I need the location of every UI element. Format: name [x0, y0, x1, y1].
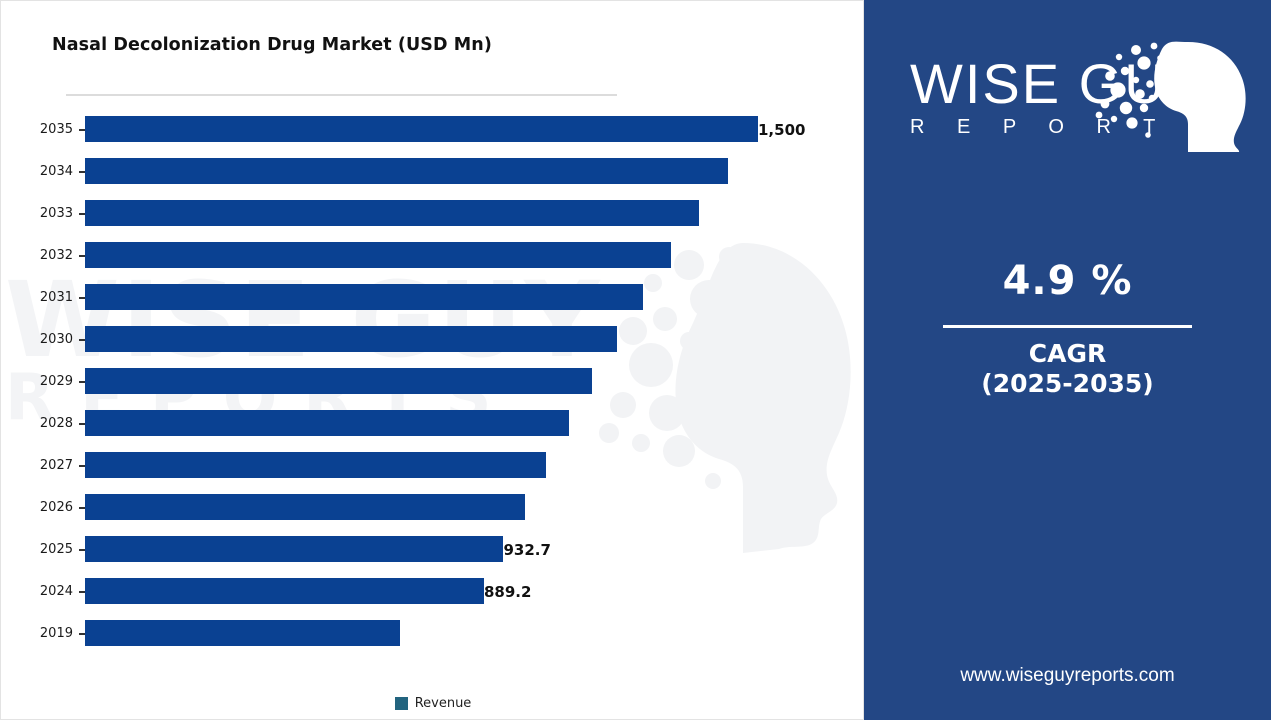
logo-head-icon — [1095, 41, 1246, 152]
bar-revenue-2032[interactable] — [85, 242, 671, 268]
bar-row: 2033 — [1, 193, 863, 235]
cagr-period: (2025-2035) — [981, 368, 1154, 398]
y-axis-tick-label: 2030 — [39, 332, 73, 347]
y-axis-tick-mark — [79, 297, 85, 299]
brand-panel: WISE GUY R E P O R T S — [864, 0, 1271, 720]
y-axis-tick-mark — [79, 213, 85, 215]
company-logo: WISE GUY R E P O R T S — [864, 38, 1271, 154]
y-axis-tick-label: 2024 — [39, 584, 73, 599]
y-axis-tick-mark — [79, 423, 85, 425]
y-axis-tick-label: 2032 — [39, 248, 73, 263]
cagr-label-block: CAGR (2025-2035) — [864, 339, 1271, 398]
y-axis-tick-label: 2025 — [39, 542, 73, 557]
bar-value-label-2025: 932.7 — [503, 541, 551, 559]
title-divider — [66, 94, 617, 96]
bar-value-label-2024: 889.2 — [483, 583, 532, 601]
y-axis-tick-label: 2035 — [39, 122, 73, 137]
bar-row: 2024 889.2 — [1, 571, 863, 613]
cagr-label: CAGR — [1028, 339, 1107, 368]
y-axis-tick-label: 2031 — [39, 290, 73, 305]
y-axis-tick-label: 2028 — [39, 416, 73, 431]
bar-revenue-2028[interactable] — [85, 410, 569, 436]
chart-title: Nasal Decolonization Drug Market (USD Mn… — [52, 35, 492, 55]
bar-revenue-2025[interactable] — [85, 536, 504, 562]
y-axis-tick-label: 2019 — [39, 626, 73, 641]
bar-revenue-2034[interactable] — [85, 158, 728, 184]
bar-row: 2030 — [1, 319, 863, 361]
cagr-value: 4.9 % — [1002, 258, 1133, 304]
website-url[interactable]: www.wiseguyreports.com — [960, 665, 1175, 686]
y-axis-tick-label: 2034 — [39, 164, 73, 179]
cagr-divider — [943, 325, 1192, 328]
bar-row: 2025 932.7 — [1, 529, 863, 571]
chart-panel: WISE GUY REPORTS Nasal — [0, 0, 864, 720]
y-axis-tick-mark — [79, 255, 85, 257]
y-axis-tick-label: 2029 — [39, 374, 73, 389]
bar-row: 2028 — [1, 403, 863, 445]
y-axis-tick-label: 2027 — [39, 458, 73, 473]
bar-row: 2029 — [1, 361, 863, 403]
bar-revenue-2026[interactable] — [85, 494, 525, 520]
y-axis-tick-mark — [79, 381, 85, 383]
bar-revenue-2019[interactable] — [85, 620, 400, 646]
y-axis-tick-mark — [79, 591, 85, 593]
bar-revenue-2035[interactable] — [85, 116, 758, 142]
bar-revenue-2033[interactable] — [85, 200, 699, 226]
y-axis-tick-label: 2033 — [39, 206, 73, 221]
bar-revenue-2031[interactable] — [85, 284, 643, 310]
bar-row: 2019 — [1, 613, 863, 655]
bar-row: 2026 — [1, 487, 863, 529]
y-axis-tick-mark — [79, 171, 85, 173]
chart-legend: Revenue — [1, 696, 863, 711]
bar-revenue-2024[interactable] — [85, 578, 484, 604]
bar-value-label-2035: 1,500 — [758, 121, 806, 139]
y-axis-tick-mark — [79, 507, 85, 509]
y-axis-tick-mark — [79, 129, 85, 131]
bar-revenue-2030[interactable] — [85, 326, 617, 352]
bar-row: 2034 — [1, 151, 863, 193]
y-axis-tick-mark — [79, 549, 85, 551]
legend-label-revenue: Revenue — [414, 696, 472, 711]
plot-area: 2035 1,500 2034 2033 2032 2031 2030 2029 2028 202… — [1, 109, 863, 661]
bar-row: 2035 1,500 — [1, 109, 863, 151]
y-axis-tick-mark — [79, 465, 85, 467]
bar-revenue-2027[interactable] — [85, 452, 546, 478]
y-axis-tick-mark — [79, 339, 85, 341]
bar-row: 2032 — [1, 235, 863, 277]
bar-revenue-2029[interactable] — [85, 368, 593, 394]
y-axis-tick-label: 2026 — [39, 500, 73, 515]
y-axis-tick-mark — [79, 633, 85, 635]
legend-swatch-revenue — [394, 697, 408, 710]
bar-row: 2027 — [1, 445, 863, 487]
bar-row: 2031 — [1, 277, 863, 319]
